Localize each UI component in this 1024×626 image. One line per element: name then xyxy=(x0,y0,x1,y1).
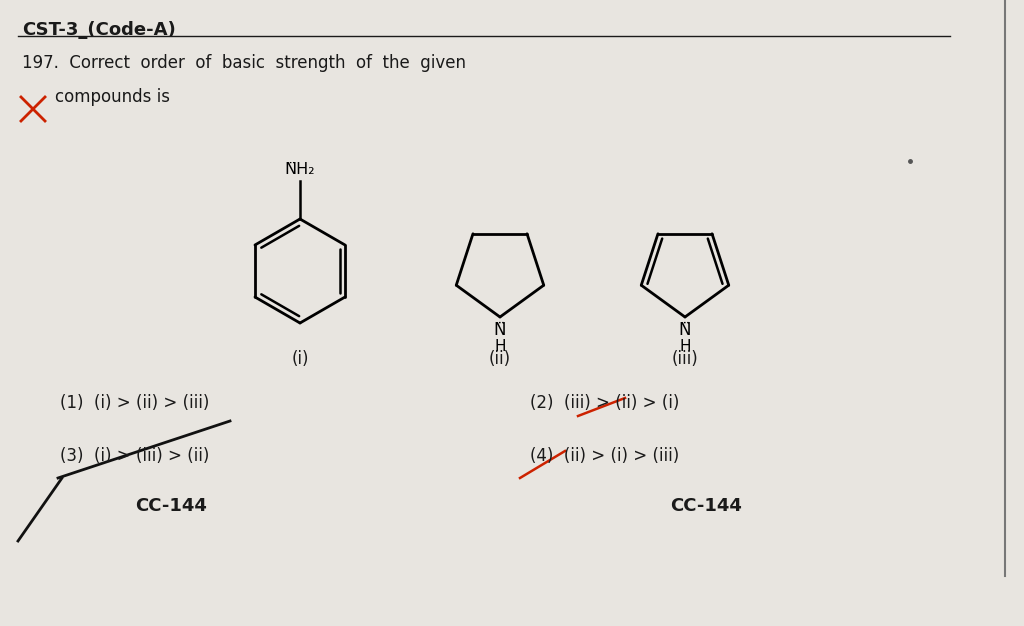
Text: H: H xyxy=(679,339,691,354)
Text: compounds is: compounds is xyxy=(55,88,170,106)
Text: N̈: N̈ xyxy=(494,321,506,339)
Text: (ii): (ii) xyxy=(488,350,511,368)
Text: (iii): (iii) xyxy=(672,350,698,368)
Text: N̈H₂: N̈H₂ xyxy=(285,162,315,177)
Text: H: H xyxy=(495,339,506,354)
Text: (4)  (ii) > (i) > (iii): (4) (ii) > (i) > (iii) xyxy=(530,447,679,465)
Text: CST-3_(Code-A): CST-3_(Code-A) xyxy=(22,21,176,39)
Text: (2)  (iii) > (ii) > (i): (2) (iii) > (ii) > (i) xyxy=(530,394,679,412)
Text: (3)  (i) > (iii) > (ii): (3) (i) > (iii) > (ii) xyxy=(60,447,209,465)
Text: N̈: N̈ xyxy=(679,321,691,339)
Text: (i): (i) xyxy=(291,350,309,368)
Text: CC-144: CC-144 xyxy=(670,497,741,515)
Text: CC-144: CC-144 xyxy=(135,497,207,515)
Text: 197.  Correct  order  of  basic  strength  of  the  given: 197. Correct order of basic strength of … xyxy=(22,54,466,72)
Text: (1)  (i) > (ii) > (iii): (1) (i) > (ii) > (iii) xyxy=(60,394,209,412)
